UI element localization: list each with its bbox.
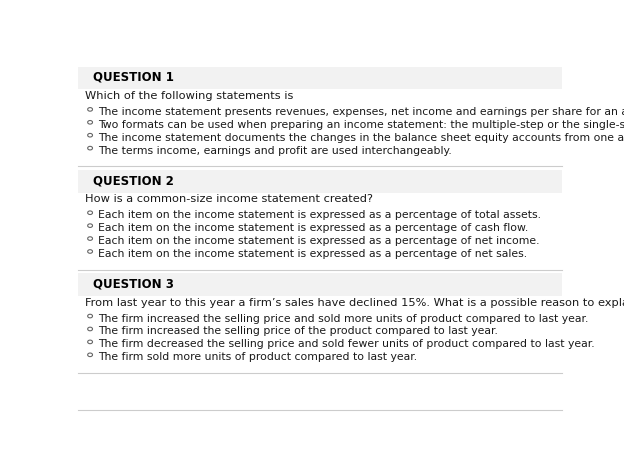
Text: The terms income, earnings and profit are used interchangeably.: The terms income, earnings and profit ar… <box>99 146 452 156</box>
Text: QUESTION 3: QUESTION 3 <box>92 278 173 291</box>
Text: Two formats can be used when preparing an income statement: the multiple-step or: Two formats can be used when preparing a… <box>99 120 624 130</box>
Text: QUESTION 1: QUESTION 1 <box>92 71 173 84</box>
Text: The firm increased the selling price of the product compared to last year.: The firm increased the selling price of … <box>99 327 498 336</box>
FancyBboxPatch shape <box>78 170 562 192</box>
Text: The income statement documents the changes in the balance sheet equity accounts : The income statement documents the chang… <box>99 133 624 143</box>
Text: The firm decreased the selling price and sold fewer units of product compared to: The firm decreased the selling price and… <box>99 339 595 350</box>
Text: QUESTION 2: QUESTION 2 <box>92 174 173 187</box>
Text: Which of the following statements is: Which of the following statements is <box>85 91 297 101</box>
Text: Each item on the income statement is expressed as a percentage of net sales.: Each item on the income statement is exp… <box>99 249 527 259</box>
Text: Each item on the income statement is expressed as a percentage of cash flow.: Each item on the income statement is exp… <box>99 223 529 233</box>
Text: Each item on the income statement is expressed as a percentage of net income.: Each item on the income statement is exp… <box>99 236 540 246</box>
Text: How is a common-size income statement created?: How is a common-size income statement cr… <box>85 194 373 205</box>
Text: The income statement presents revenues, expenses, net income and earnings per sh: The income statement presents revenues, … <box>99 107 624 117</box>
Text: Each item on the income statement is expressed as a percentage of total assets.: Each item on the income statement is exp… <box>99 210 541 220</box>
FancyBboxPatch shape <box>78 67 562 89</box>
Text: The firm increased the selling price and sold more units of product compared to : The firm increased the selling price and… <box>99 314 588 323</box>
Text: From last year to this year a firm’s sales have declined 15%. What is a possible: From last year to this year a firm’s sal… <box>85 298 624 308</box>
FancyBboxPatch shape <box>78 274 562 296</box>
Text: The firm sold more units of product compared to last year.: The firm sold more units of product comp… <box>99 352 417 362</box>
